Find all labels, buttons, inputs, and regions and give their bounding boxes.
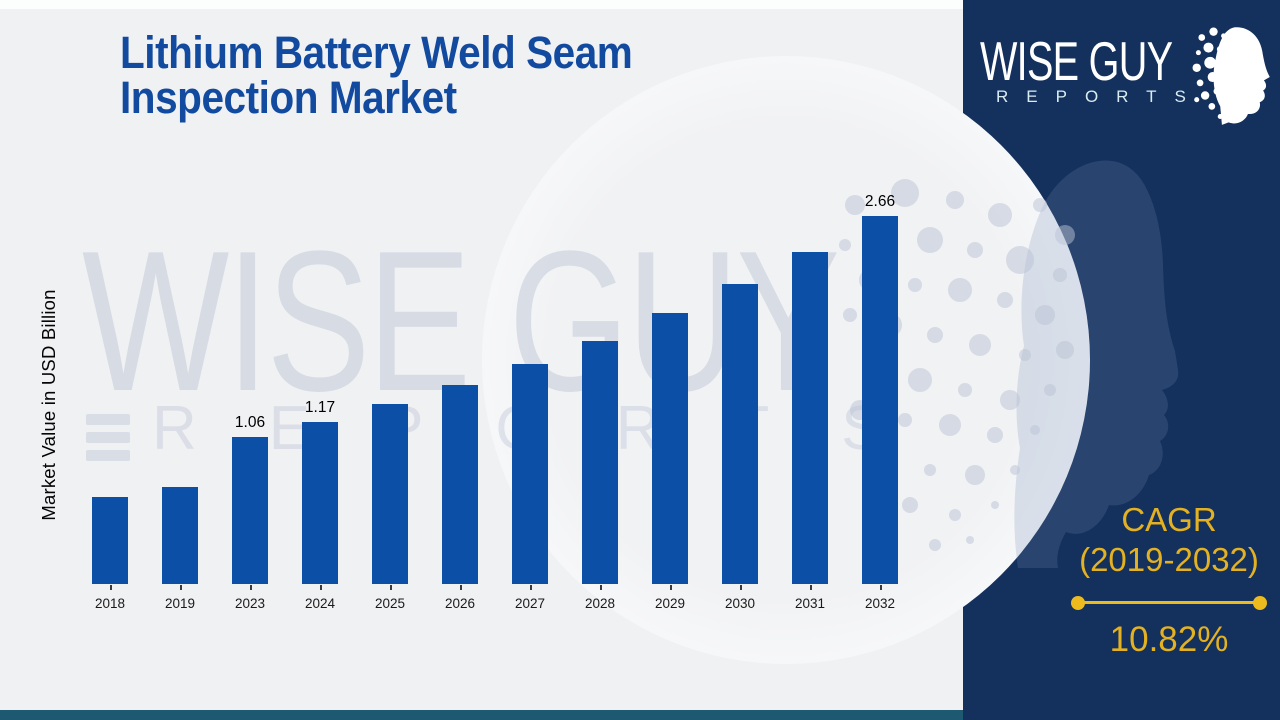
- x-axis-label: 2028: [584, 596, 616, 611]
- cagr-label: CAGR: [1121, 501, 1217, 538]
- bar: [232, 437, 268, 584]
- bar: [582, 341, 618, 584]
- x-axis-tick: [109, 585, 112, 590]
- bottom-strip: [0, 710, 963, 720]
- bar: [442, 385, 478, 584]
- x-axis-tick: [809, 585, 812, 590]
- bar-group-2025: 2025: [355, 190, 425, 611]
- logo-subtext: REPORTS: [996, 87, 1204, 106]
- bar-group-2018: 2018: [75, 190, 145, 611]
- bar-group-2030: 2030: [705, 190, 775, 611]
- logo-wordmark: WISE GUY: [980, 30, 1173, 92]
- x-axis-label: 2032: [864, 596, 896, 611]
- title-line-1: Lithium Battery Weld Seam: [120, 27, 633, 78]
- x-axis-label: 2031: [794, 596, 826, 611]
- data-label: 1.06: [234, 414, 266, 431]
- cagr-block: CAGR (2019-2032) 10.82%: [1063, 500, 1275, 660]
- y-axis-label: Market Value in USD Billion: [38, 289, 59, 521]
- bar-group-2028: 2028: [565, 190, 635, 611]
- x-axis-label: 2023: [234, 596, 266, 611]
- bar: [792, 252, 828, 584]
- bar: [372, 404, 408, 584]
- bar-group-2023: 2023 1.06: [215, 190, 285, 611]
- bar-group-2027: 2027: [495, 190, 565, 611]
- x-axis-tick: [319, 585, 322, 590]
- bar-group-2019: 2019: [145, 190, 215, 611]
- cagr-value: 10.82%: [1109, 620, 1229, 659]
- data-label: 2.66: [864, 193, 896, 210]
- bar: [92, 497, 128, 584]
- x-axis-tick: [739, 585, 742, 590]
- x-axis-tick: [599, 585, 602, 590]
- bar: [302, 422, 338, 584]
- x-axis-tick: [459, 585, 462, 590]
- x-axis-tick: [389, 585, 392, 590]
- data-label: 1.17: [304, 399, 336, 416]
- x-axis-label: 2019: [164, 596, 196, 611]
- x-axis-tick: [529, 585, 532, 590]
- x-axis-label: 2030: [724, 596, 756, 611]
- bar-group-2031: 2031: [775, 190, 845, 611]
- cagr-divider: [1071, 595, 1267, 610]
- bar: [512, 364, 548, 584]
- bar: [722, 284, 758, 584]
- x-axis-tick: [669, 585, 672, 590]
- bar: [162, 487, 198, 584]
- x-axis-label: 2024: [304, 596, 336, 611]
- bar-group-2026: 2026: [425, 190, 495, 611]
- x-axis-tick: [879, 585, 882, 590]
- x-axis-tick: [249, 585, 252, 590]
- bar-group-2032: 2032 2.66: [845, 190, 915, 611]
- x-axis-label: 2029: [654, 596, 686, 611]
- cagr-range: (2019-2032): [1079, 541, 1259, 578]
- x-axis-label: 2025: [374, 596, 406, 611]
- bar: [652, 313, 688, 584]
- top-strip: [0, 0, 963, 9]
- head-silhouette-icon: [1014, 160, 1179, 568]
- bar-chart: 2018 2019 2023 1.06 2024 1.17 2025 2026 2027 2028…: [75, 190, 915, 611]
- x-axis-label: 2026: [444, 596, 476, 611]
- bar-group-2029: 2029: [635, 190, 705, 611]
- head-profile-dots-icon: [1192, 27, 1270, 125]
- bar-group-2024: 2024 1.17: [285, 190, 355, 611]
- watermark-bars: [86, 414, 130, 468]
- x-axis-label: 2018: [94, 596, 126, 611]
- x-axis-label: 2027: [514, 596, 546, 611]
- bar: [862, 216, 898, 584]
- title-line-2: Inspection Market: [120, 72, 457, 123]
- page-title: Lithium Battery Weld Seam Inspection Mark…: [120, 27, 633, 123]
- x-axis-tick: [179, 585, 182, 590]
